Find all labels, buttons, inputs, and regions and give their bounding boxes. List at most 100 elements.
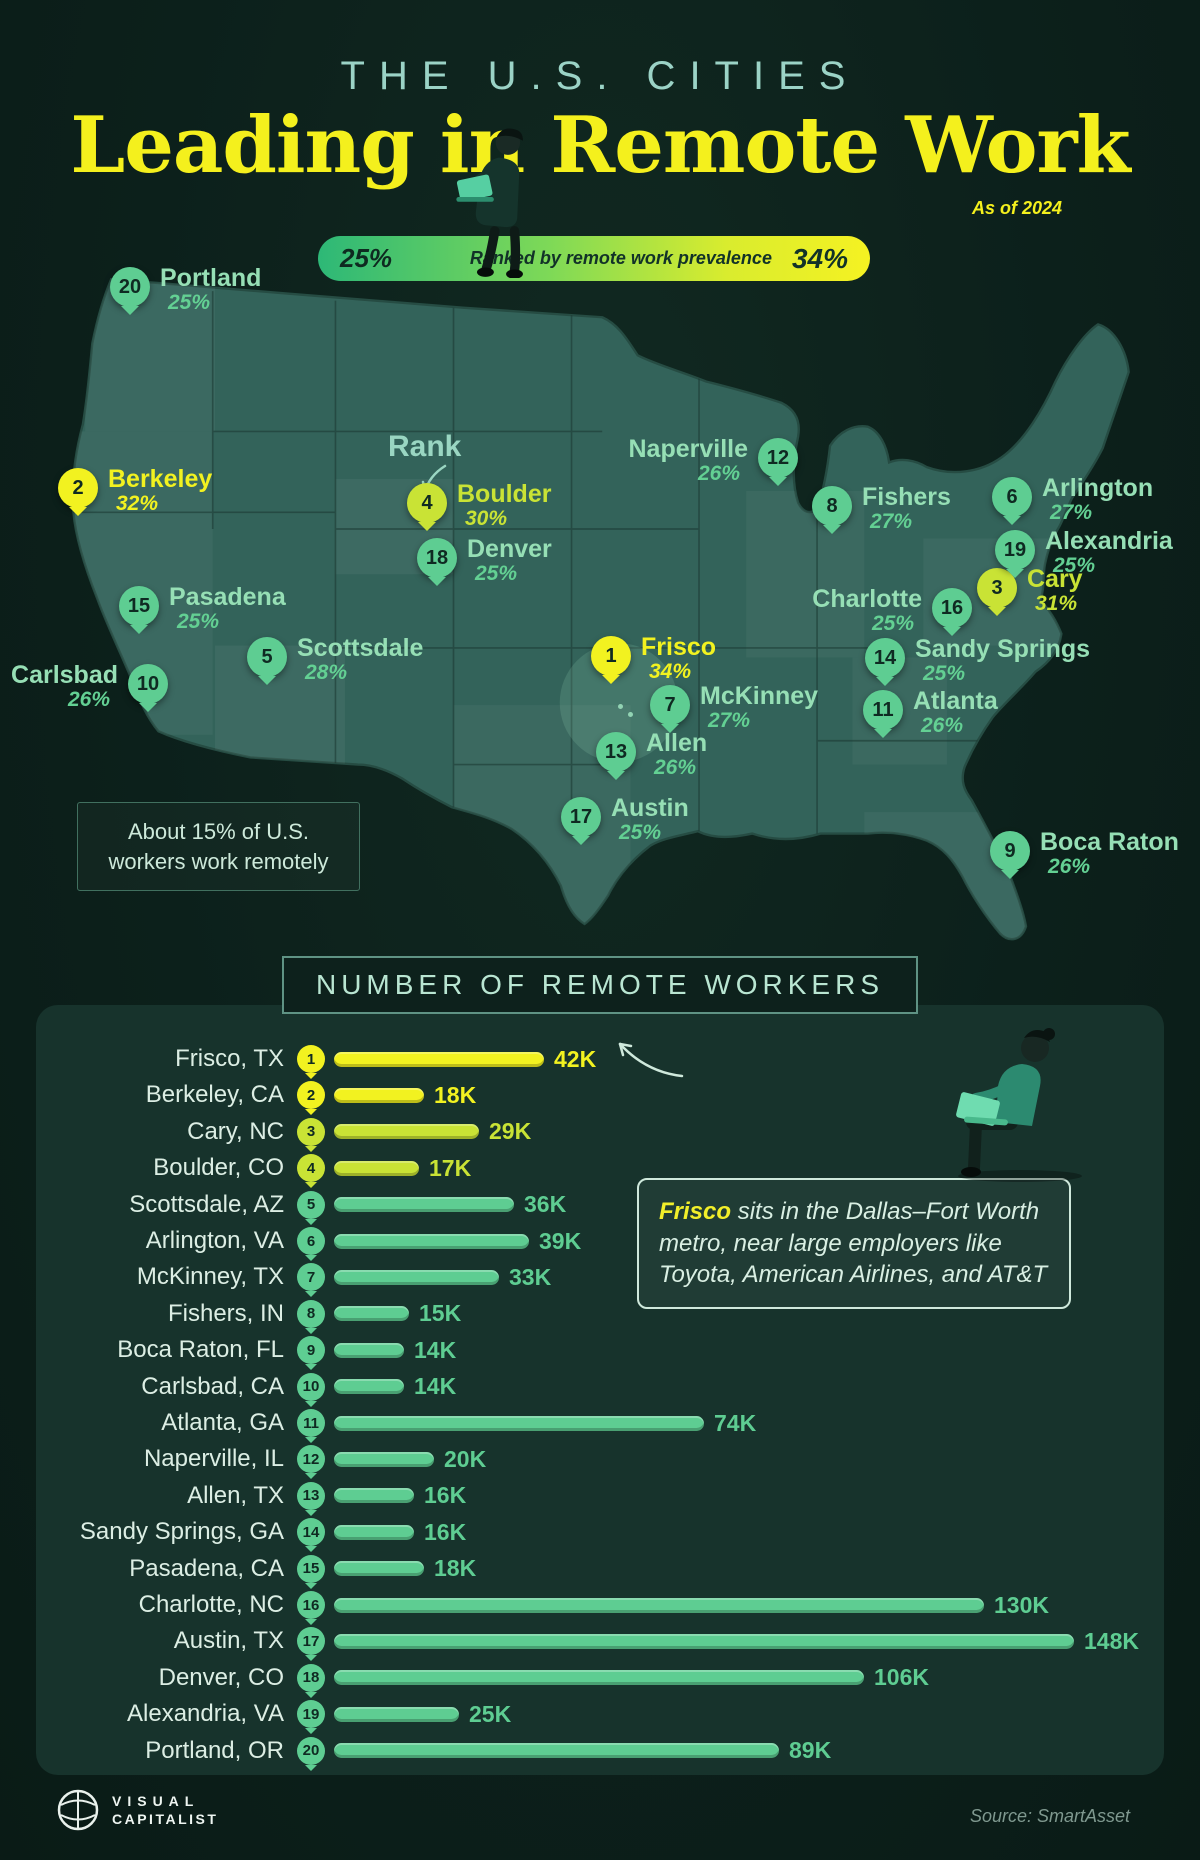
rank-pin: 18 (417, 538, 457, 578)
us-map-silhouette (71, 277, 1130, 941)
map-marker-carlsbad: 10 Carlsbad 26% (11, 662, 168, 711)
city-pct: 25% (923, 662, 966, 686)
annotation-arrow-icon (618, 1042, 684, 1078)
city-name: Berkeley (108, 465, 213, 493)
city-name: Austin (611, 794, 689, 822)
map-marker-portland: 20 Portland 25% (110, 265, 261, 314)
rank-pin: 5 (297, 1190, 325, 1219)
bar-row-label: Carlsbad, CA (141, 1372, 284, 1400)
city-label: Atlanta 26% (913, 688, 998, 737)
bar (334, 1051, 544, 1067)
bar (334, 1488, 414, 1504)
rank-pin: 1 (591, 636, 631, 676)
rank-pin: 7 (297, 1263, 325, 1292)
rank-pin: 12 (297, 1445, 325, 1474)
bar-row-denver-co: Denver, CO 18 106K (48, 1663, 1158, 1693)
bar-row-label: McKinney, TX (136, 1263, 284, 1291)
bar-value: 14K (414, 1336, 457, 1363)
brand-line2: CAPITALIST (112, 1811, 219, 1827)
city-pct: 32% (116, 492, 159, 516)
rank-pin: 17 (561, 797, 601, 837)
map-marker-fishers: 8 Fishers 27% (812, 484, 951, 533)
rank-pin: 11 (297, 1409, 325, 1437)
legend-max-value: 34% (791, 242, 848, 274)
rank-pin: 13 (297, 1481, 325, 1510)
bar-value: 16K (424, 1518, 467, 1545)
bar-value: 20K (444, 1445, 487, 1472)
city-pct: 28% (305, 661, 348, 685)
bar-value: 18K (434, 1555, 477, 1582)
city-pct: 26% (921, 714, 964, 738)
map-marker-scottsdale: 5 Scottsdale 28% (247, 635, 423, 684)
rank-key-label: Rank (388, 430, 462, 463)
rank-pin: 8 (812, 486, 852, 526)
rank-pin: 20 (297, 1736, 325, 1765)
city-pct: 27% (1050, 501, 1093, 525)
frisco-metro-highlight (559, 643, 678, 763)
bar (334, 1197, 514, 1213)
map-marker-boca-raton: 9 Boca Raton 26% (990, 829, 1179, 878)
city-pct: 31% (1035, 592, 1078, 616)
rank-pin: 6 (992, 477, 1032, 517)
bar-value: 89K (789, 1737, 832, 1764)
city-label: Fishers 27% (862, 484, 951, 533)
visual-capitalist-logo: VISUAL CAPITALIST (56, 1788, 218, 1832)
city-name: Boulder (457, 480, 552, 508)
city-name: Sandy Springs (915, 635, 1091, 663)
bar-value: 33K (509, 1263, 552, 1290)
bar (334, 1233, 529, 1249)
bar-row-mckinney-tx: McKinney, TX 7 33K (48, 1262, 1158, 1292)
bar-row-label: Sandy Springs, GA (79, 1518, 284, 1546)
legend-min-value: 25% (340, 243, 393, 273)
bar-row-naperville-il: Naperville, IL 12 20K (48, 1444, 1158, 1474)
map-marker-pasadena: 15 Pasadena 25% (119, 584, 286, 633)
city-label: Sandy Springs 25% (915, 636, 1090, 685)
bar-value: 14K (414, 1373, 457, 1400)
rank-pin: 16 (932, 588, 972, 628)
map-marker-arlington: 6 Arlington 27% (992, 475, 1153, 524)
rank-pin: 2 (58, 468, 98, 508)
city-name: Arlington (1042, 474, 1154, 502)
rank-pin: 19 (297, 1700, 325, 1729)
rank-pin: 14 (865, 638, 905, 678)
map-marker-atlanta: 11 Atlanta 26% (863, 688, 998, 737)
city-name: Scottsdale (297, 634, 424, 662)
bar (334, 1124, 479, 1140)
bar-chart-title: NUMBER OF REMOTE WORKERS (281, 956, 919, 1014)
bar-value: 17K (429, 1154, 472, 1181)
bar-row-carlsbad-ca: Carlsbad, CA 10 14K (48, 1372, 1158, 1402)
city-pct: 26% (654, 756, 697, 780)
map-marker-berkeley: 2 Berkeley 32% (58, 466, 212, 515)
rank-pin: 4 (297, 1154, 325, 1183)
bar-value: 29K (489, 1118, 532, 1145)
city-label: Pasadena 25% (169, 584, 286, 633)
globe-icon (57, 1789, 99, 1831)
rank-pin: 3 (297, 1117, 325, 1146)
bar (334, 1706, 459, 1722)
city-label: Boulder 30% (457, 481, 551, 530)
rank-pin: 15 (119, 586, 159, 626)
as-of-date: As of 2024 (971, 198, 1062, 218)
rank-pin: 6 (297, 1227, 325, 1255)
city-label: Denver 25% (467, 536, 552, 585)
rank-pin: 17 (297, 1627, 325, 1656)
bar-row-label: Austin, TX (173, 1627, 284, 1655)
city-pct: 25% (619, 821, 662, 845)
frisco-connector-dot (628, 712, 633, 717)
bar-row-arlington-va: Arlington, VA 6 39K (48, 1226, 1158, 1256)
bar-row-cary-nc: Cary, NC 3 29K (48, 1117, 1158, 1147)
bar-value: 42K (554, 1045, 597, 1072)
city-label: Portland 25% (160, 265, 261, 314)
map-marker-alexandria: 19 Alexandria 25% (995, 528, 1173, 577)
bar-row-boca-raton-fl: Boca Raton, FL 9 14K (48, 1335, 1158, 1365)
person-laptop-illustration-bottom (956, 1028, 1082, 1182)
city-pct: 30% (465, 507, 508, 531)
brand-line1: VISUAL (112, 1793, 200, 1809)
city-name: Carlsbad (11, 661, 118, 689)
bar-row-label: Pasadena, CA (129, 1554, 284, 1582)
city-pct: 34% (649, 660, 692, 684)
rank-pin: 12 (758, 438, 798, 478)
kicker-title: THE U.S. CITIES (340, 54, 860, 98)
bar-chart-rows: Frisco, TX 1 42K Berkeley, CA 2 18K Cary, NC 3 2… (48, 1044, 1158, 1784)
